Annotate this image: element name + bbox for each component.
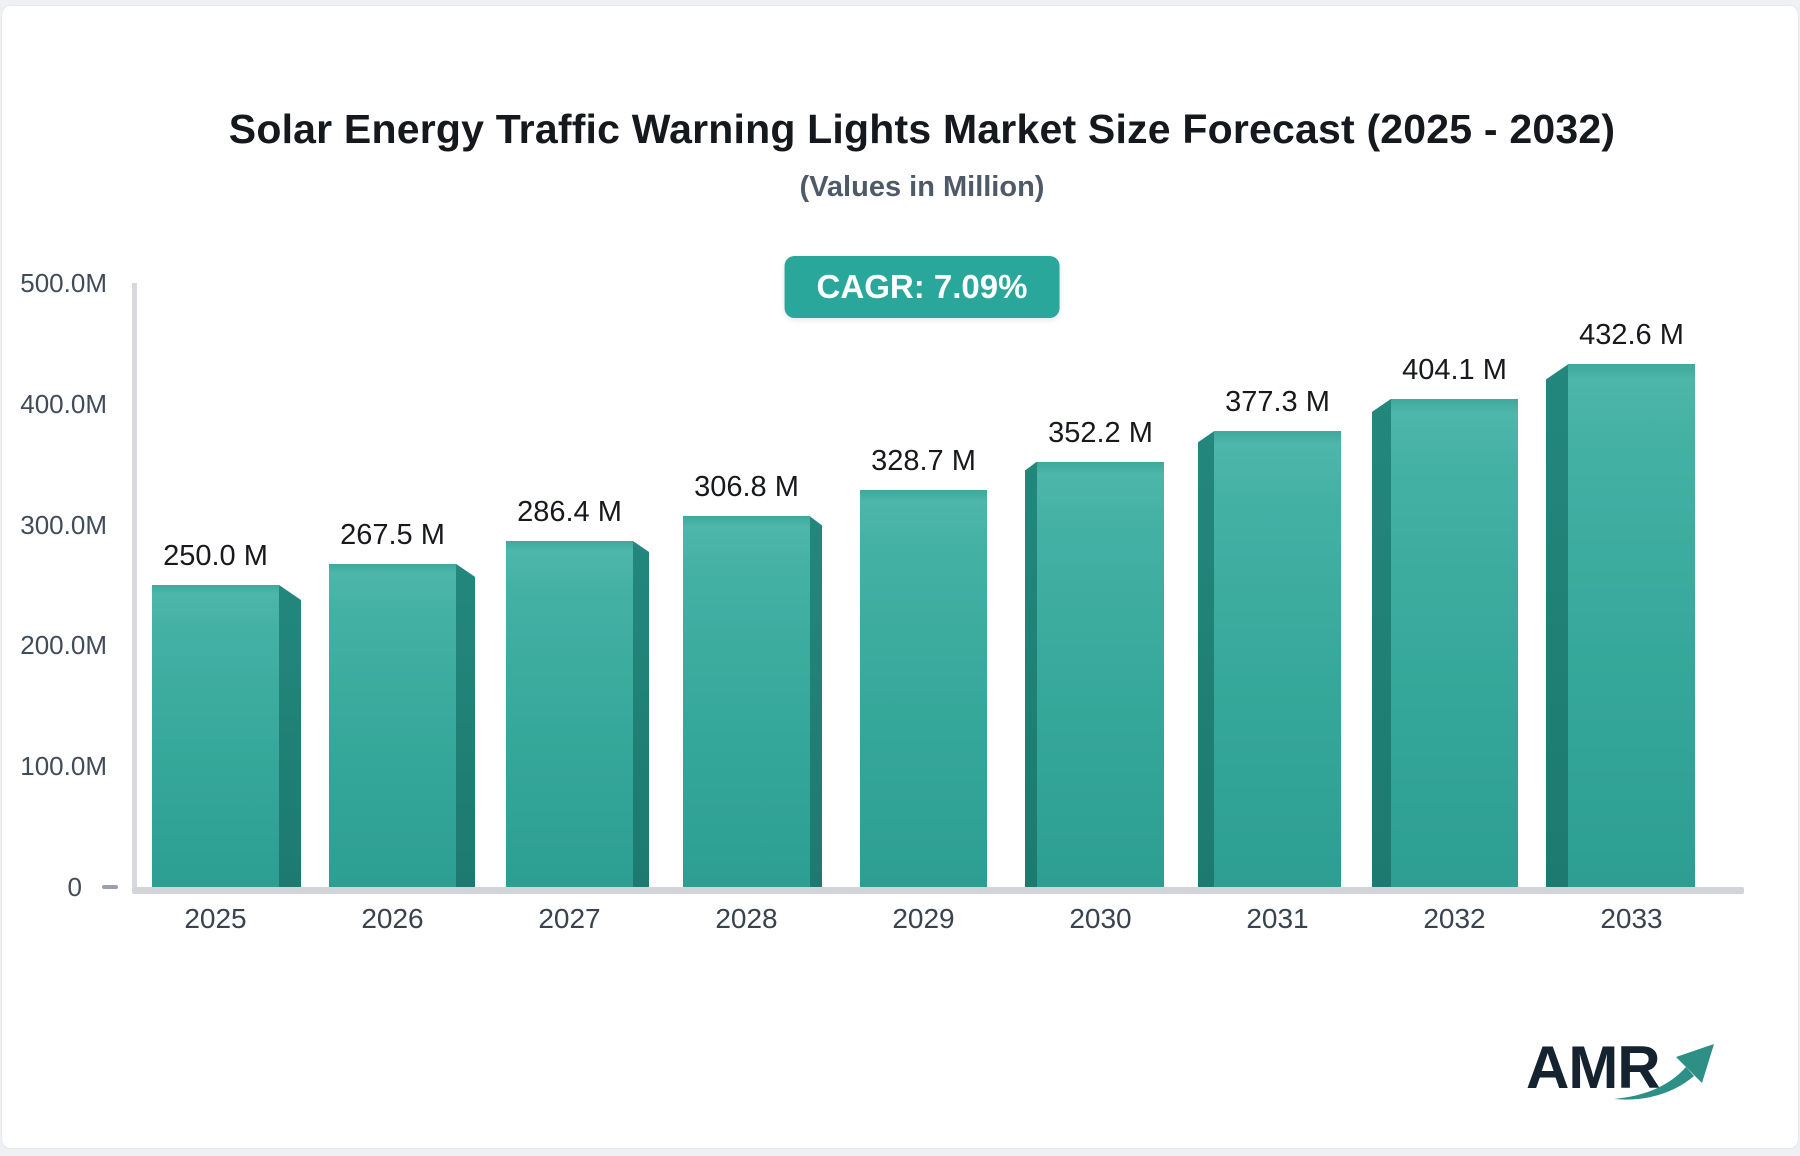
bar-2026: [329, 563, 456, 887]
bar-2028: [683, 516, 810, 887]
bar-side-face: [810, 516, 822, 887]
x-axis-label-2026: 2026: [361, 903, 424, 934]
y-axis-line: [132, 283, 137, 887]
chart-title: Solar Energy Traffic Warning Lights Mark…: [228, 106, 1616, 152]
x-axis-label-2030: 2030: [1069, 903, 1132, 934]
amr-logo-text: AMR: [1526, 1034, 1661, 1101]
y-axis-tick-label: 200.0M: [20, 630, 107, 661]
bar-2027: [506, 541, 633, 887]
chart-card: Solar Energy Traffic Warning Lights Mark…: [1, 5, 1799, 1149]
bar-side-face: [1546, 364, 1568, 887]
x-axis-label-2028: 2028: [715, 903, 778, 934]
y-axis-tick-label: 300.0M: [20, 509, 107, 540]
plot-area: 250.0 M 267.5 M 286.4 M 306.8 M 328.7 M 352.2…: [2, 6, 1798, 1148]
bar-value-label: 352.2 M: [1048, 416, 1153, 449]
bar-value-label: 267.5 M: [340, 518, 445, 551]
x-axis-label-2032: 2032: [1423, 903, 1486, 934]
trend-up-arrow-icon: [1614, 1044, 1714, 1100]
x-axis-label-2029: 2029: [892, 903, 955, 934]
bar-2031: [1214, 431, 1341, 887]
x-axis-label-2031: 2031: [1246, 903, 1309, 934]
bar-value-label: 328.7 M: [871, 444, 976, 477]
x-axis-label-2025: 2025: [184, 903, 247, 934]
bar-value-label: 432.6 M: [1579, 319, 1684, 352]
y-axis-tick-label: 400.0M: [20, 388, 107, 419]
bar-value-label: 250.0 M: [163, 540, 268, 572]
bar-value-label: 404.1 M: [1402, 353, 1507, 386]
y-axis-tick-label: 0: [67, 872, 82, 902]
y-axis-tick-label: 500.0M: [20, 268, 107, 298]
bar-value-label: 306.8 M: [694, 471, 799, 504]
bar-side-face: [1198, 431, 1214, 887]
bar-value-label: 286.4 M: [517, 496, 622, 529]
bar-side-face: [279, 585, 301, 887]
cagr-badge: CAGR: 7.09%: [784, 256, 1060, 318]
amr-logo: AMR: [1526, 1031, 1726, 1111]
x-axis-line: [132, 887, 1744, 894]
bar-side-face: [1025, 461, 1037, 887]
bar-2025: [152, 585, 279, 887]
bar-side-face: [633, 541, 649, 887]
bar-2029: [860, 489, 987, 887]
bar-side-face: [1372, 398, 1391, 887]
bar-side-face: [456, 563, 475, 887]
zero-tick-mark: [102, 885, 118, 889]
x-axis-label-2033: 2033: [1600, 903, 1663, 934]
bar-2032: [1391, 398, 1518, 887]
y-axis-tick-label: 100.0M: [20, 751, 107, 782]
bar-value-label: 377.3 M: [1225, 386, 1330, 419]
bar-2030: [1037, 461, 1164, 887]
chart-subtitle: (Values in Million): [799, 171, 1045, 203]
x-axis-label-2027: 2027: [538, 903, 601, 934]
bar-2033: [1568, 364, 1695, 887]
